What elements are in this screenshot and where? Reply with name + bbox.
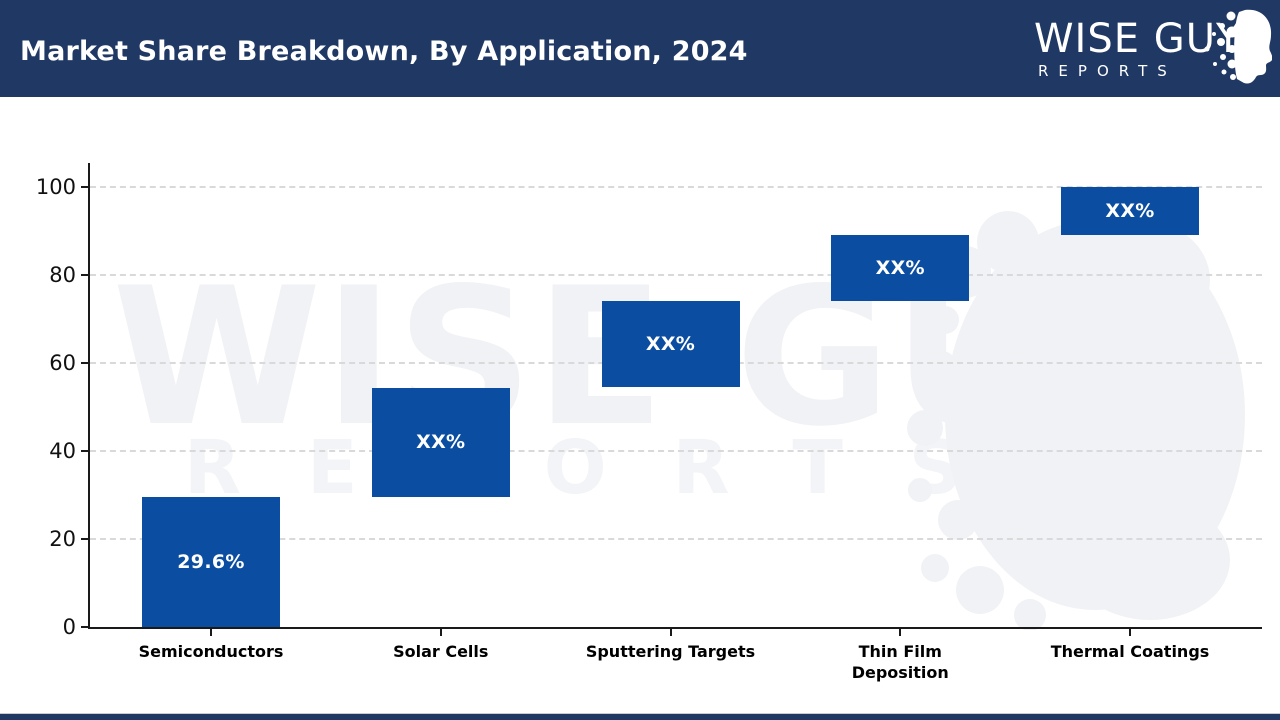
x-axis-category-label: Thermal Coatings: [1050, 642, 1210, 661]
gridline-80: [90, 274, 1262, 276]
bar-segment: [142, 496, 280, 627]
x-axis-tick: [669, 629, 672, 636]
x-axis-category-label: Thin Film Deposition: [851, 642, 949, 682]
figure-title: Market Share Breakdown, By Application, …: [20, 36, 748, 67]
bar-value-label: XX%: [875, 257, 925, 280]
y-axis-tick-label: 100: [35, 175, 76, 199]
y-axis-line: [88, 163, 90, 629]
y-axis-tick: [81, 626, 88, 628]
x-axis-tick: [1129, 629, 1131, 636]
gridline-20: [90, 538, 1262, 540]
y-axis-tick: [81, 362, 88, 364]
brand-logo: WISE GUY REPORTS: [1034, 9, 1272, 84]
watermark-reports: REPORTS: [184, 425, 1029, 511]
x-axis-tick: [439, 629, 442, 636]
brand-logo-subtext: REPORTS: [1038, 62, 1177, 80]
y-axis-tick: [81, 186, 88, 188]
bar-segment: [371, 388, 510, 497]
brand-logo-face-icon: [1204, 9, 1272, 84]
gridline-40: [90, 450, 1262, 452]
bar-value-label: XX%: [1105, 200, 1155, 223]
x-axis-tick: [899, 629, 902, 636]
brand-logo-wordmark: WISE GUY: [1034, 16, 1241, 62]
y-axis-tick-label: 80: [49, 263, 76, 287]
bar-segment: [831, 235, 970, 302]
y-axis-tick: [81, 274, 88, 276]
x-axis-category-label: Sputtering Targets: [585, 642, 756, 661]
bar-segment: [1061, 187, 1199, 236]
footer-bar: [0, 714, 1280, 720]
gridline-100: [90, 186, 1262, 188]
bar-value-label: 29.6%: [177, 550, 245, 573]
y-axis-tick-label: 20: [49, 527, 76, 551]
bar-segment: [601, 301, 740, 388]
header: Market Share Breakdown, By Application, …: [0, 0, 1280, 97]
y-axis-tick-label: 40: [49, 439, 76, 463]
y-axis-tick-label: 0: [62, 615, 76, 639]
y-axis-tick-label: 60: [49, 351, 76, 375]
bar-value-label: XX%: [416, 431, 466, 454]
bar-value-label: XX%: [645, 333, 696, 356]
x-axis-tick: [210, 629, 212, 636]
x-axis-category-label: Solar Cells: [393, 642, 489, 661]
y-axis-tick: [81, 538, 88, 540]
footer-divider: [0, 713, 1280, 714]
y-axis-tick: [81, 450, 88, 452]
x-axis-line: [88, 627, 1262, 629]
x-axis-category-label: Semiconductors: [138, 642, 284, 661]
